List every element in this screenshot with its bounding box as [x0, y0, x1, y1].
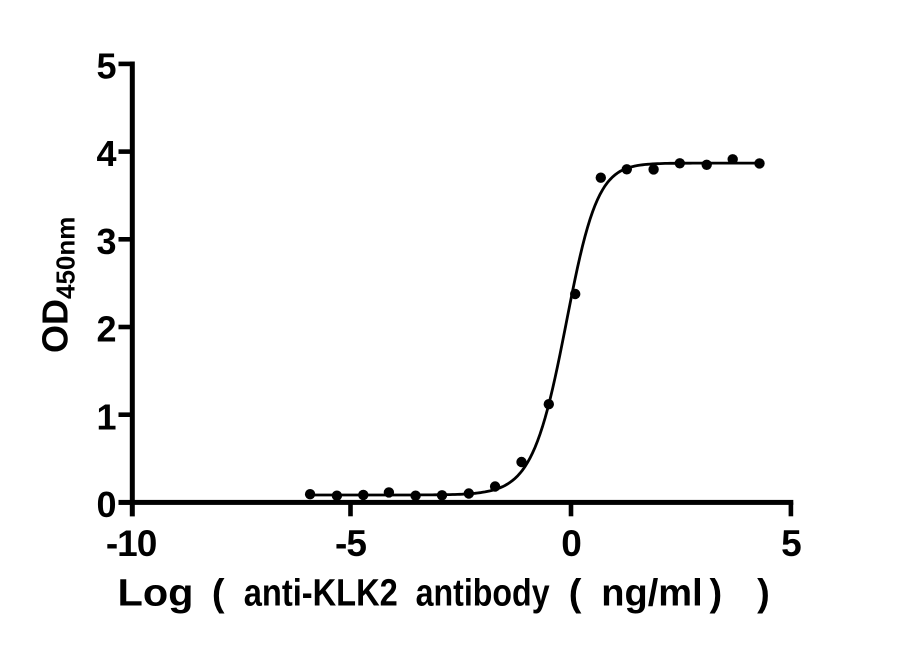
svg-text:1: 1	[96, 396, 116, 437]
svg-text:0: 0	[96, 484, 116, 525]
svg-text:-5: -5	[335, 523, 366, 564]
svg-text:2: 2	[96, 309, 116, 350]
svg-text:4: 4	[96, 133, 116, 174]
svg-text:5: 5	[781, 523, 801, 564]
svg-text:5: 5	[96, 46, 116, 87]
svg-text:0: 0	[561, 523, 581, 564]
svg-text:3: 3	[96, 221, 116, 262]
svg-text:-10: -10	[106, 523, 157, 564]
